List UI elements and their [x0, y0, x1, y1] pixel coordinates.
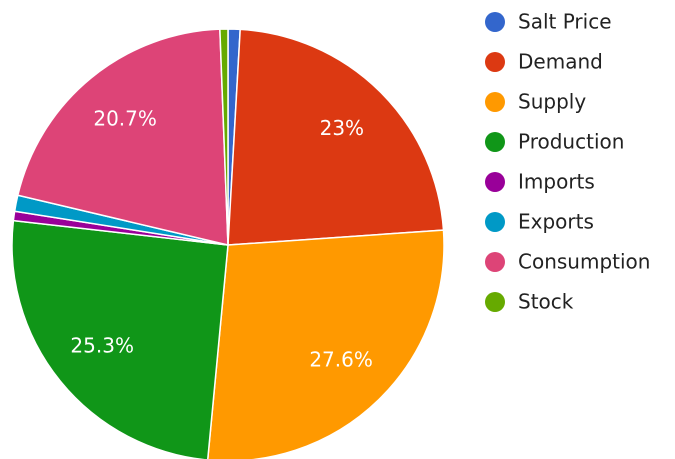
legend-label: Imports	[518, 170, 595, 194]
pie-slice	[207, 229, 445, 459]
legend-swatch	[485, 12, 505, 32]
pie-slice	[11, 219, 229, 459]
pie-slice	[219, 28, 229, 246]
legend-label: Demand	[518, 50, 603, 74]
slice-label: 27.6%	[309, 347, 373, 371]
legend-label: Stock	[518, 290, 574, 314]
legend-label: Salt Price	[518, 10, 612, 34]
pie-slice	[16, 28, 229, 246]
legend-swatch	[485, 172, 505, 192]
legend-label: Production	[518, 130, 624, 154]
pie-slice	[227, 28, 445, 246]
legend-swatch	[485, 52, 505, 72]
slice-label: 20.7%	[93, 106, 157, 130]
legend-label: Exports	[518, 210, 594, 234]
legend-swatch	[485, 252, 505, 272]
legend-swatch	[485, 92, 505, 112]
slice-label: 25.3%	[70, 334, 134, 358]
legend-label: Supply	[518, 90, 586, 114]
legend-label: Consumption	[518, 250, 650, 274]
legend-swatch	[485, 132, 505, 152]
legend-swatch	[485, 212, 505, 232]
legend-swatch	[485, 292, 505, 312]
slice-label: 23%	[320, 116, 364, 140]
